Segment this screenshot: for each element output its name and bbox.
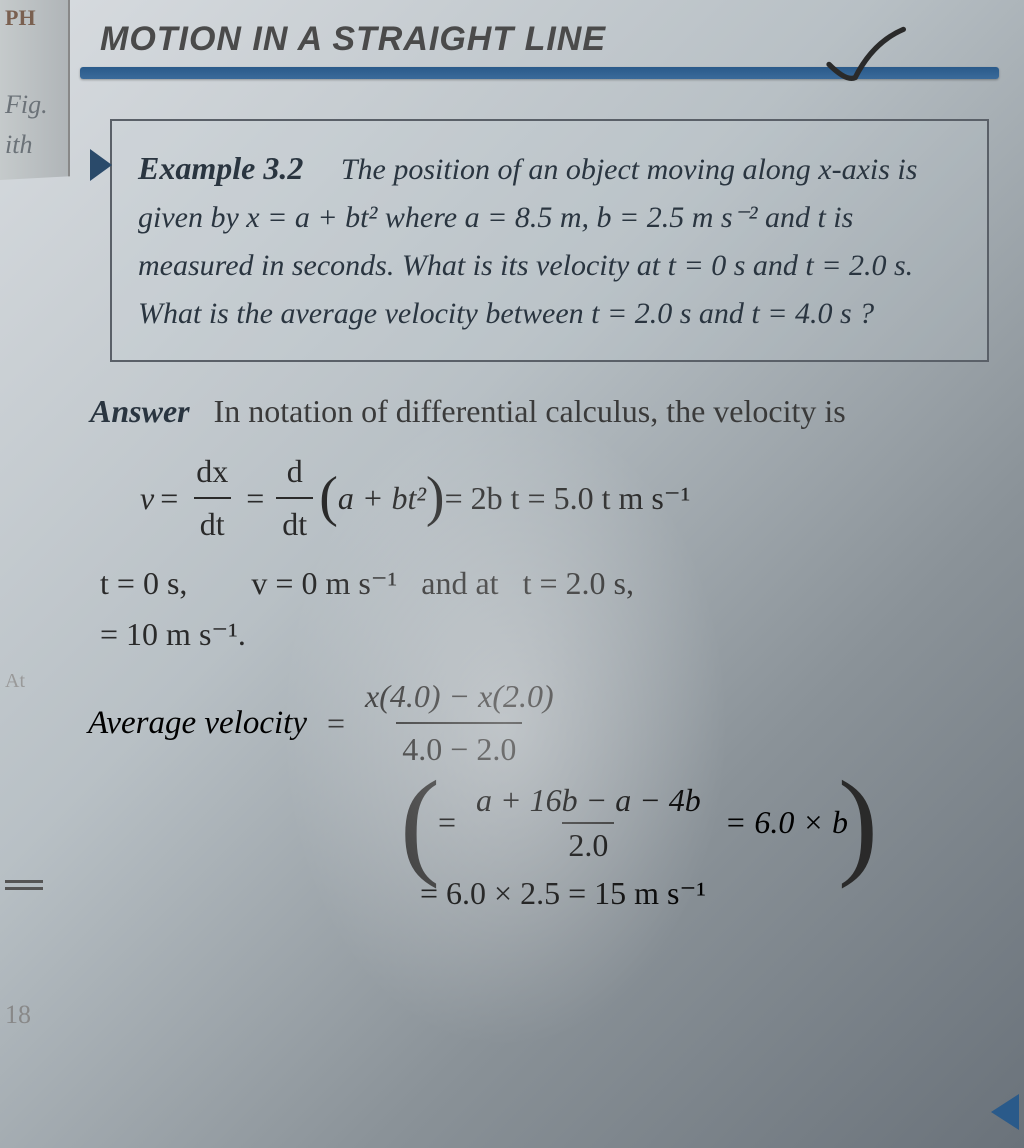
- eq-sign-2: =: [246, 476, 264, 521]
- at-t0-line: t = 0 s, v = 0 m s⁻¹ and at t = 2.0 s,: [100, 561, 999, 606]
- num-step2: a + 16b − a − 4b: [470, 782, 707, 822]
- den-dt: dt: [194, 497, 231, 547]
- margin-18: 18: [5, 1000, 31, 1030]
- checkmark-icon: [819, 25, 909, 95]
- eq-sign-3: =: [327, 701, 345, 746]
- paren-open: (: [319, 481, 338, 515]
- answer-section: Answer In notation of differential calcu…: [80, 387, 999, 435]
- eq-sign-4: =: [438, 804, 456, 841]
- num-dx: dx: [190, 449, 234, 497]
- frac-dxdt: dx dt: [190, 449, 234, 547]
- example-box: Example 3.2 The position of an object mo…: [110, 119, 989, 362]
- margin-ph: PH: [5, 5, 36, 31]
- frac-step2: a + 16b − a − 4b 2.0: [470, 782, 707, 864]
- margin-at: At: [5, 670, 25, 693]
- margin-rule: [5, 880, 43, 890]
- den-dt2: dt: [276, 497, 313, 547]
- left-margin: PH Fig. ith At 18: [5, 0, 65, 1148]
- frac-ddt: d dt: [276, 449, 313, 547]
- average-velocity-section: Average velocity = x(4.0) − x(2.0) 4.0 −…: [80, 674, 999, 912]
- hand-annotation: = 6.0 × b: [725, 804, 848, 841]
- example-label: Example 3.2: [138, 150, 303, 186]
- avg-eq-1: = x(4.0) − x(2.0) 4.0 − 2.0: [319, 674, 566, 772]
- margin-ith: ith: [5, 130, 32, 160]
- margin-fig: Fig.: [5, 90, 48, 120]
- num-d: d: [281, 449, 309, 497]
- page-content: MOTION IN A STRAIGHT LINE Example 3.2 Th…: [80, 20, 999, 912]
- page-corner-marker-icon: [991, 1094, 1019, 1130]
- frac-avg: x(4.0) − x(2.0) 4.0 − 2.0: [359, 674, 560, 772]
- v10-line: = 10 m s⁻¹.: [100, 612, 999, 657]
- t-conditions: t = 0 s, v = 0 m s⁻¹ and at t = 2.0 s,: [100, 561, 634, 606]
- paren-expr: a + bt²: [338, 476, 426, 521]
- avg-velocity-label: Average velocity: [80, 705, 307, 742]
- eq-sign-1: =: [160, 476, 178, 521]
- v-var: v: [140, 476, 154, 521]
- rhs-2bt: = 2b t = 5.0 t m s⁻¹: [445, 476, 691, 521]
- velocity-equation: v = dx dt = d dt ( a + bt² ) = 2b t = 5.…: [140, 449, 999, 547]
- final-result: = 6.0 × 2.5 = 15 m s⁻¹: [420, 874, 706, 912]
- avg-eq-final: = 6.0 × 2.5 = 15 m s⁻¹: [420, 874, 999, 912]
- example-marker-icon: [90, 149, 112, 181]
- num-avg: x(4.0) − x(2.0): [359, 674, 560, 722]
- avg-eq-2: ( = a + 16b − a − 4b 2.0 = 6.0 × b ): [400, 782, 999, 864]
- answer-label: Answer: [90, 393, 190, 429]
- example-text: Example 3.2 The position of an object mo…: [138, 143, 961, 338]
- answer-intro: In notation of differential calculus, th…: [214, 393, 846, 429]
- paren-close: ): [426, 481, 445, 515]
- v-10: = 10 m s⁻¹.: [100, 612, 246, 657]
- den-step2: 2.0: [562, 822, 614, 864]
